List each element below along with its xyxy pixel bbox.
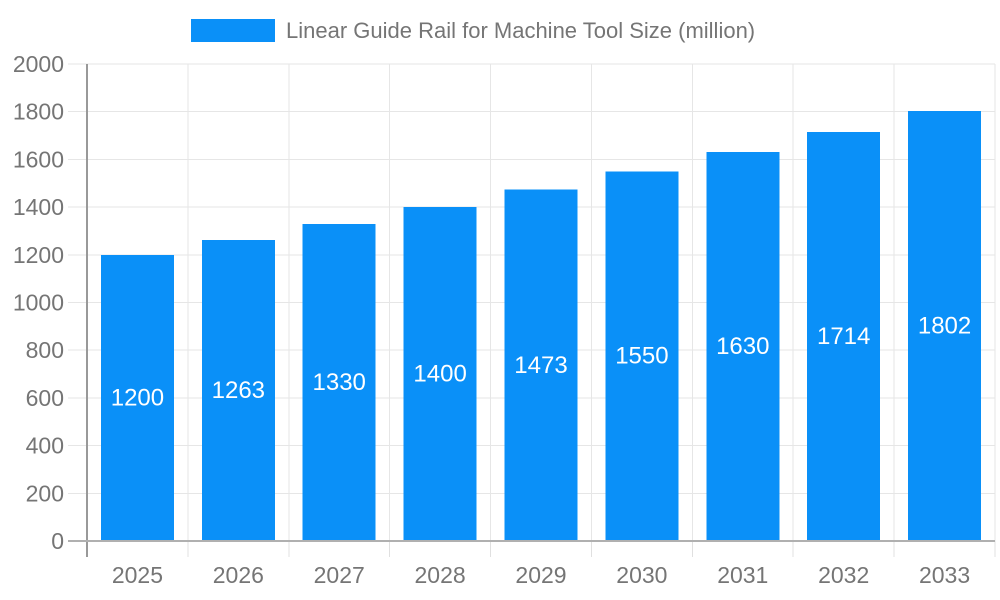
y-axis-tick-label: 2000 [13, 51, 64, 77]
y-axis-tick-label: 200 [26, 480, 64, 506]
bar-value-label: 1400 [413, 361, 466, 388]
bar-value-label: 1802 [918, 313, 971, 340]
y-axis-tick-label: 1000 [13, 290, 64, 316]
y-axis-tick-label: 1800 [13, 99, 64, 125]
bar-value-label: 1263 [212, 377, 265, 404]
x-axis-tick-label: 2029 [515, 562, 566, 588]
bar-2033[interactable] [908, 111, 982, 542]
bar-value-label: 1330 [313, 369, 366, 396]
bar-value-label: 1200 [111, 384, 164, 411]
x-axis-tick-label: 2028 [415, 562, 466, 588]
legend-swatch [191, 19, 275, 42]
y-axis-tick-label: 1600 [13, 146, 64, 172]
legend-title: Linear Guide Rail for Machine Tool Size … [286, 18, 756, 43]
legend[interactable]: Linear Guide Rail for Machine Tool Size … [191, 19, 755, 42]
x-axis-tick-label: 2032 [818, 562, 869, 588]
bar-2030[interactable] [605, 171, 679, 541]
y-axis-tick-label: 400 [26, 433, 64, 459]
bar-value-label: 1714 [817, 323, 870, 350]
x-axis-tick-label: 2033 [919, 562, 970, 588]
y-axis-tick-label: 1200 [13, 242, 64, 268]
bar-2032[interactable] [807, 132, 881, 541]
bar-value-label: 1473 [514, 352, 567, 379]
y-axis-tick-label: 800 [26, 337, 64, 363]
bar-2029[interactable] [504, 189, 578, 541]
bar-2028[interactable] [403, 207, 477, 541]
bar-value-label: 1550 [615, 343, 668, 370]
bar-value-label: 1630 [716, 333, 769, 360]
y-axis-tick-label: 0 [51, 528, 64, 554]
x-axis-tick-label: 2030 [616, 562, 667, 588]
y-axis-tick-label: 1400 [13, 194, 64, 220]
x-axis-tick-label: 2026 [213, 562, 264, 588]
x-axis-tick-label: 2025 [112, 562, 163, 588]
bar-2025[interactable] [100, 254, 174, 542]
bar-2027[interactable] [302, 223, 376, 542]
bar-2031[interactable] [706, 152, 780, 541]
bar-2026[interactable] [201, 239, 275, 541]
x-axis-tick-label: 2031 [717, 562, 768, 588]
x-axis-tick-label: 2027 [314, 562, 365, 588]
y-axis-tick-label: 600 [26, 385, 64, 411]
